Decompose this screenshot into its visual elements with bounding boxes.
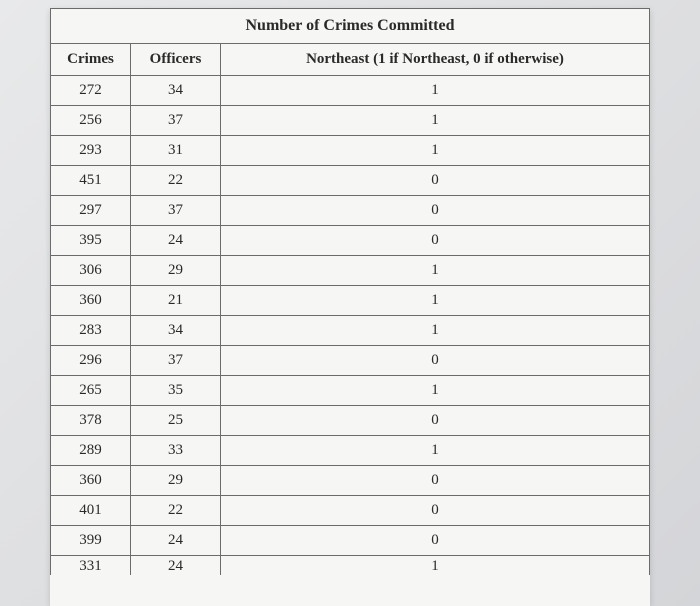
cell-northeast: 1 — [221, 286, 650, 316]
cell-northeast: 0 — [221, 346, 650, 376]
table-row: 293311 — [51, 136, 650, 166]
cell-officers: 31 — [131, 136, 221, 166]
col-header-officers: Officers — [131, 44, 221, 76]
table-body: 272341 256371 293311 451220 297370 39524… — [51, 76, 650, 576]
cell-northeast: 0 — [221, 406, 650, 436]
table-row: 297370 — [51, 196, 650, 226]
cell-officers: 35 — [131, 376, 221, 406]
cell-crimes: 401 — [51, 496, 131, 526]
cell-crimes: 289 — [51, 436, 131, 466]
cell-northeast: 0 — [221, 466, 650, 496]
cell-northeast: 1 — [221, 316, 650, 346]
cell-crimes: 399 — [51, 526, 131, 556]
cell-officers: 24 — [131, 526, 221, 556]
table-row: 360211 — [51, 286, 650, 316]
cell-crimes: 296 — [51, 346, 131, 376]
cell-officers: 37 — [131, 346, 221, 376]
table-row: 360290 — [51, 466, 650, 496]
cell-northeast: 1 — [221, 106, 650, 136]
cell-crimes: 378 — [51, 406, 131, 436]
cell-officers: 22 — [131, 496, 221, 526]
table-row: 265351 — [51, 376, 650, 406]
document-page: Number of Crimes Committed Crimes Office… — [50, 8, 650, 606]
cell-crimes: 360 — [51, 466, 131, 496]
cell-northeast: 0 — [221, 226, 650, 256]
cell-officers: 34 — [131, 76, 221, 106]
cell-officers: 33 — [131, 436, 221, 466]
table-title-row: Number of Crimes Committed — [51, 9, 650, 44]
table-row: 256371 — [51, 106, 650, 136]
cell-crimes: 272 — [51, 76, 131, 106]
cell-northeast: 1 — [221, 76, 650, 106]
col-header-crimes: Crimes — [51, 44, 131, 76]
cell-northeast: 0 — [221, 496, 650, 526]
cell-crimes: 331 — [51, 556, 131, 576]
cell-northeast: 1 — [221, 256, 650, 286]
table-row: 272341 — [51, 76, 650, 106]
cell-officers: 24 — [131, 556, 221, 576]
cell-northeast: 1 — [221, 136, 650, 166]
table-row: 451220 — [51, 166, 650, 196]
table-row: 289331 — [51, 436, 650, 466]
table-row: 401220 — [51, 496, 650, 526]
col-header-northeast: Northeast (1 if Northeast, 0 if otherwis… — [221, 44, 650, 76]
table-title: Number of Crimes Committed — [51, 9, 650, 44]
cell-northeast: 0 — [221, 196, 650, 226]
cell-crimes: 306 — [51, 256, 131, 286]
cell-crimes: 360 — [51, 286, 131, 316]
cell-crimes: 283 — [51, 316, 131, 346]
cell-officers: 22 — [131, 166, 221, 196]
table-row: 296370 — [51, 346, 650, 376]
cell-officers: 34 — [131, 316, 221, 346]
table-header-row: Crimes Officers Northeast (1 if Northeas… — [51, 44, 650, 76]
cell-crimes: 256 — [51, 106, 131, 136]
cell-officers: 29 — [131, 466, 221, 496]
table-row: 399240 — [51, 526, 650, 556]
cell-officers: 37 — [131, 106, 221, 136]
cell-officers: 37 — [131, 196, 221, 226]
table-row-cut: 331241 — [51, 556, 650, 576]
cell-crimes: 265 — [51, 376, 131, 406]
table-row: 283341 — [51, 316, 650, 346]
cell-officers: 24 — [131, 226, 221, 256]
cell-crimes: 297 — [51, 196, 131, 226]
table-row: 306291 — [51, 256, 650, 286]
cell-officers: 29 — [131, 256, 221, 286]
table-row: 378250 — [51, 406, 650, 436]
cell-northeast: 0 — [221, 526, 650, 556]
cell-northeast: 1 — [221, 556, 650, 576]
crimes-table: Number of Crimes Committed Crimes Office… — [50, 8, 650, 575]
cell-crimes: 293 — [51, 136, 131, 166]
cell-northeast: 1 — [221, 436, 650, 466]
cell-crimes: 451 — [51, 166, 131, 196]
cell-northeast: 0 — [221, 166, 650, 196]
cell-northeast: 1 — [221, 376, 650, 406]
table-row: 395240 — [51, 226, 650, 256]
cell-officers: 21 — [131, 286, 221, 316]
cell-crimes: 395 — [51, 226, 131, 256]
cell-officers: 25 — [131, 406, 221, 436]
